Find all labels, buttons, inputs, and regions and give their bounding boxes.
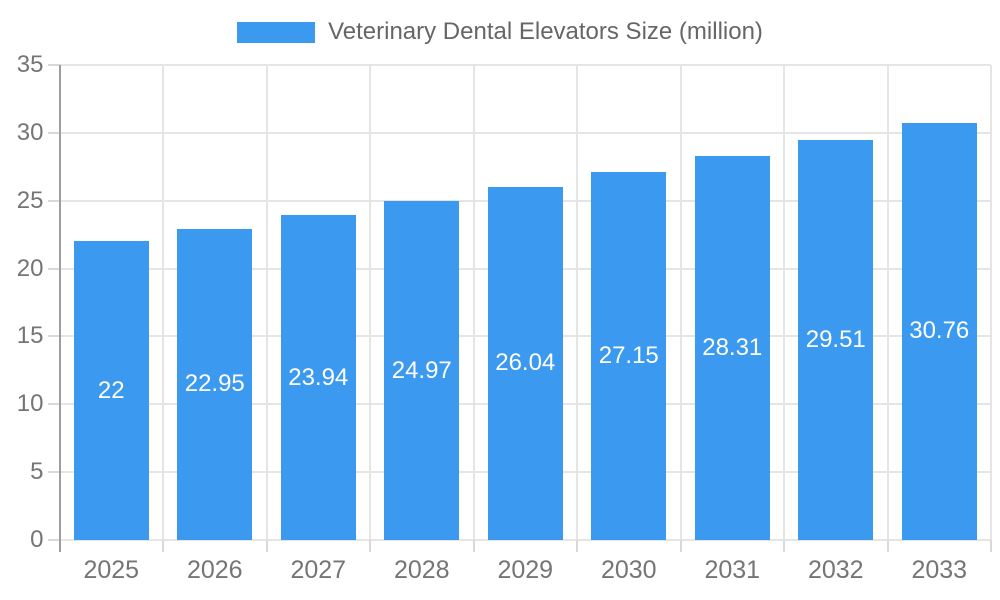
y-axis-line bbox=[58, 65, 61, 552]
bar-value-label: 26.04 bbox=[495, 349, 556, 377]
y-tick-label: 30 bbox=[16, 118, 44, 146]
x-gridline bbox=[472, 65, 475, 540]
bar[interactable]: 27.15 bbox=[591, 171, 667, 540]
x-tick bbox=[265, 540, 268, 552]
x-tick-label: 2028 bbox=[393, 556, 450, 584]
y-tick-label: 35 bbox=[16, 51, 44, 78]
x-tick bbox=[369, 540, 371, 552]
x-tick bbox=[576, 540, 578, 552]
legend-swatch-icon bbox=[237, 21, 316, 43]
bar-value-label: 23.94 bbox=[288, 363, 349, 391]
x-tick-label: 2032 bbox=[807, 556, 864, 584]
bar[interactable]: 24.97 bbox=[384, 201, 460, 540]
y-tick bbox=[47, 539, 60, 541]
y-tick bbox=[47, 335, 60, 338]
bar-value-label: 22.95 bbox=[184, 370, 245, 398]
y-tick bbox=[47, 403, 60, 406]
bar-value-label: 30.76 bbox=[909, 317, 970, 345]
bar[interactable]: 22 bbox=[73, 241, 149, 540]
y-tick-label: 5 bbox=[30, 458, 44, 486]
legend-item[interactable]: Veterinary Dental Elevators Size (millio… bbox=[0, 18, 1000, 46]
x-tick-label: 2033 bbox=[911, 556, 968, 584]
x-gridline bbox=[783, 65, 785, 540]
y-tick bbox=[47, 131, 60, 134]
y-gridline bbox=[59, 539, 991, 541]
x-tick bbox=[679, 540, 682, 552]
x-gridline bbox=[162, 65, 164, 540]
bar[interactable]: 22.95 bbox=[177, 228, 253, 540]
x-tick bbox=[990, 540, 992, 552]
y-tick-label: 25 bbox=[16, 186, 44, 214]
y-tick bbox=[47, 64, 60, 66]
bar[interactable]: 28.31 bbox=[694, 155, 770, 540]
y-tick-label: 10 bbox=[16, 390, 44, 418]
legend-label: Veterinary Dental Elevators Size (millio… bbox=[328, 18, 763, 45]
y-tick bbox=[47, 199, 60, 202]
bar-value-label: 22 bbox=[97, 376, 125, 404]
bar[interactable]: 26.04 bbox=[487, 186, 563, 540]
bar-value-label: 29.51 bbox=[805, 325, 866, 353]
y-tick bbox=[47, 267, 60, 270]
y-tick bbox=[47, 471, 60, 474]
x-gridline bbox=[576, 65, 578, 540]
y-tick-label: 15 bbox=[16, 322, 44, 350]
bar[interactable]: 29.51 bbox=[798, 139, 874, 540]
x-gridline bbox=[369, 65, 371, 540]
y-tick-label: 0 bbox=[30, 526, 44, 553]
bar[interactable]: 30.76 bbox=[901, 122, 977, 540]
x-tick-label: 2029 bbox=[497, 556, 554, 584]
x-gridline bbox=[679, 65, 682, 540]
bar[interactable]: 23.94 bbox=[280, 215, 356, 540]
x-tick-label: 2030 bbox=[600, 556, 657, 584]
bar-value-label: 27.15 bbox=[598, 341, 659, 369]
x-tick-label: 2025 bbox=[83, 556, 140, 584]
x-tick bbox=[162, 540, 164, 552]
x-tick-label: 2027 bbox=[290, 556, 347, 584]
bar-value-label: 28.31 bbox=[702, 333, 763, 361]
x-gridline bbox=[990, 65, 992, 540]
x-tick bbox=[783, 540, 785, 552]
x-gridline bbox=[886, 65, 889, 540]
x-tick bbox=[886, 540, 889, 552]
x-tick bbox=[472, 540, 475, 552]
plot-area: 22 22.95 23.94 24.97 26.04 27.15 28.31 29.51 30.… bbox=[59, 64, 992, 541]
x-tick-label: 2031 bbox=[704, 556, 761, 584]
bar-value-label: 24.97 bbox=[391, 356, 452, 384]
x-gridline bbox=[265, 65, 268, 540]
y-tick-label: 20 bbox=[16, 254, 44, 282]
x-tick-label: 2026 bbox=[186, 556, 243, 584]
y-gridline bbox=[59, 64, 991, 66]
y-gridline bbox=[59, 131, 991, 134]
